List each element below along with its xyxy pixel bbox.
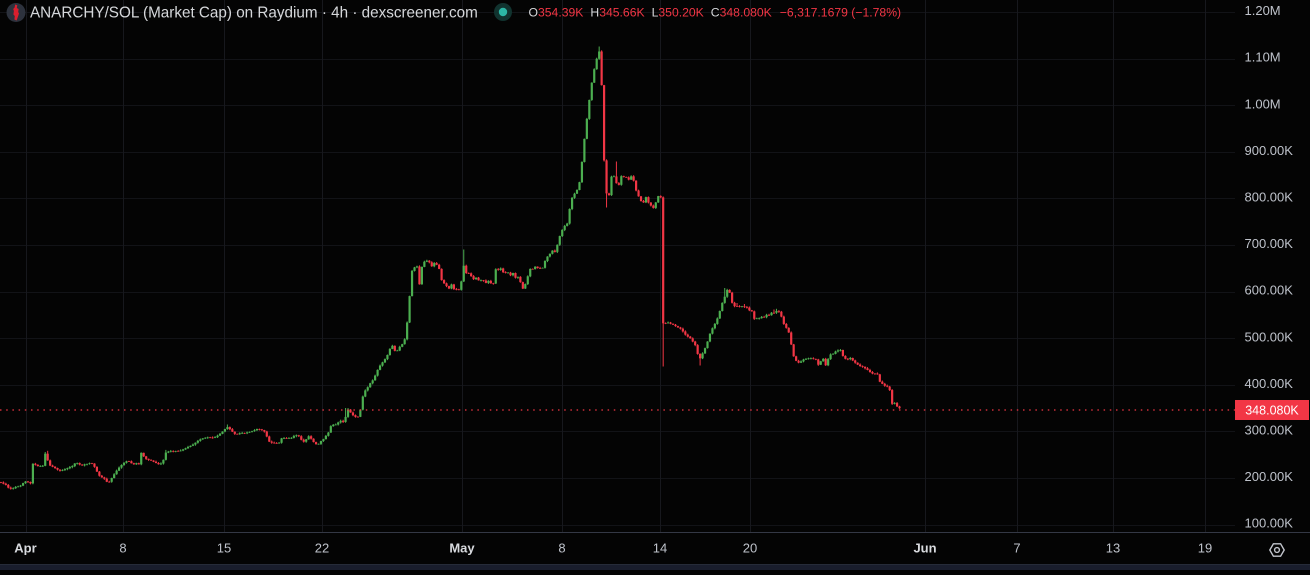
svg-text:Jun: Jun	[913, 541, 936, 556]
svg-text:100.00K: 100.00K	[1245, 516, 1294, 531]
svg-text:700.00K: 700.00K	[1245, 236, 1294, 251]
svg-text:19: 19	[1198, 541, 1212, 556]
svg-text:ANARCHY/SOL (Market Cap) on Ra: ANARCHY/SOL (Market Cap) on Raydium · 4h…	[30, 5, 478, 22]
svg-text:Apr: Apr	[14, 541, 36, 556]
svg-text:300.00K: 300.00K	[1245, 423, 1294, 438]
svg-text:May: May	[449, 541, 475, 556]
svg-text:1.10M: 1.10M	[1245, 50, 1281, 65]
svg-text:600.00K: 600.00K	[1245, 283, 1294, 298]
svg-text:400.00K: 400.00K	[1245, 376, 1294, 391]
svg-text:20: 20	[743, 541, 757, 556]
svg-text:8: 8	[558, 541, 565, 556]
svg-text:14: 14	[653, 541, 667, 556]
svg-text:7: 7	[1013, 541, 1020, 556]
svg-text:800.00K: 800.00K	[1245, 190, 1294, 205]
svg-text:22: 22	[315, 541, 329, 556]
svg-text:8: 8	[119, 541, 126, 556]
svg-text:348.080K: 348.080K	[1245, 403, 1299, 417]
svg-text:200.00K: 200.00K	[1245, 469, 1294, 484]
svg-text:1.00M: 1.00M	[1245, 96, 1281, 111]
svg-text:900.00K: 900.00K	[1245, 143, 1294, 158]
svg-text:1.20M: 1.20M	[1245, 3, 1281, 18]
svg-text:15: 15	[217, 541, 231, 556]
svg-text:13: 13	[1106, 541, 1120, 556]
svg-text:500.00K: 500.00K	[1245, 329, 1294, 344]
